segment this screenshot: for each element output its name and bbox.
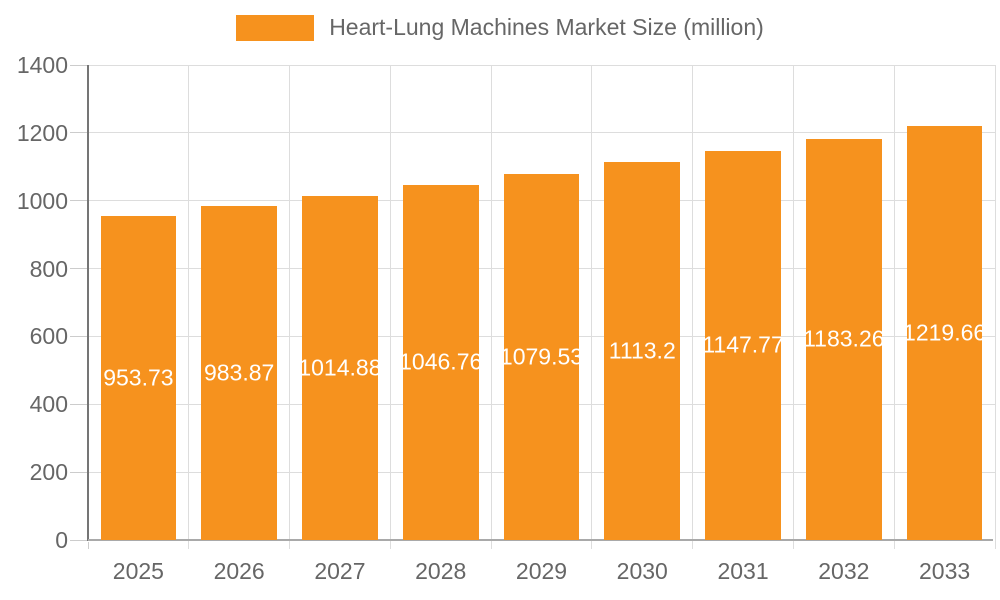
y-tick-mark [70, 539, 88, 541]
bar-2025[interactable]: 953.73 [100, 216, 177, 540]
x-tick-label: 2031 [717, 558, 769, 584]
y-tick-mark [70, 471, 88, 473]
y-tick-label: 200 [29, 459, 68, 486]
x-gridline [490, 65, 492, 549]
y-tick-label: 800 [29, 255, 68, 282]
x-tick-label: 2030 [616, 558, 668, 584]
x-gridline [591, 65, 593, 549]
bar-value-label: 1183.26 [806, 325, 882, 352]
x-tick-label: 2029 [515, 558, 568, 584]
bar-value-label: 1079.53 [503, 343, 580, 370]
bar-value-label: 1014.88 [302, 354, 378, 381]
y-tick-label: 400 [29, 391, 68, 418]
y-tick-label: 600 [29, 323, 68, 350]
bar-2031[interactable]: 1147.77 [705, 150, 781, 540]
bar-value-label: 1046.76 [402, 348, 479, 375]
bar-value-label: 953.73 [103, 364, 174, 391]
legend-swatch [236, 14, 315, 41]
x-tick-label: 2027 [314, 558, 366, 584]
bar-2032[interactable]: 1183.26 [806, 138, 882, 540]
bar-value-label: 1113.2 [608, 337, 676, 364]
bar-2029[interactable]: 1079.53 [503, 173, 580, 540]
y-gridline [88, 64, 995, 66]
y-tick-mark [70, 200, 88, 202]
y-tick-mark [70, 403, 88, 405]
x-tick-label: 2032 [818, 558, 870, 584]
y-tick-label: 1400 [16, 52, 68, 78]
y-tick-mark [70, 335, 88, 337]
x-gridline [994, 65, 996, 549]
bar-2027[interactable]: 1014.88 [302, 195, 378, 540]
y-tick-mark [70, 64, 88, 66]
y-axis-line [87, 65, 89, 541]
y-tick-mark [70, 268, 88, 270]
bar-2026[interactable]: 983.87 [201, 206, 277, 540]
x-tick-label: 2026 [213, 558, 265, 584]
x-tick-mark [87, 542, 89, 549]
bar-2030[interactable]: 1113.2 [604, 162, 681, 540]
x-tick-label: 2028 [415, 558, 467, 584]
x-gridline [792, 65, 794, 549]
y-tick-label: 0 [55, 527, 68, 553]
x-gridline [389, 65, 391, 549]
bar-2028[interactable]: 1046.76 [402, 184, 479, 540]
bar-value-label: 983.87 [203, 359, 275, 386]
legend[interactable]: Heart-Lung Machines Market Size (million… [0, 14, 1000, 41]
x-tick-label: 2033 [919, 558, 971, 584]
y-tick-label: 1200 [16, 119, 68, 146]
x-gridline [692, 65, 694, 549]
bar-value-label: 1219.66 [906, 319, 983, 346]
x-axis-line [88, 539, 993, 541]
x-tick-label: 2025 [112, 558, 164, 584]
x-gridline [289, 65, 291, 549]
y-tick-label: 1000 [16, 187, 68, 214]
y-tick-mark [70, 132, 88, 134]
bar-2033[interactable]: 1219.66 [906, 126, 983, 540]
y-gridline [88, 132, 995, 134]
bar-value-label: 1147.77 [705, 331, 781, 358]
x-gridline [893, 65, 895, 549]
legend-label: Heart-Lung Machines Market Size (million… [329, 14, 764, 40]
x-gridline [188, 65, 190, 549]
